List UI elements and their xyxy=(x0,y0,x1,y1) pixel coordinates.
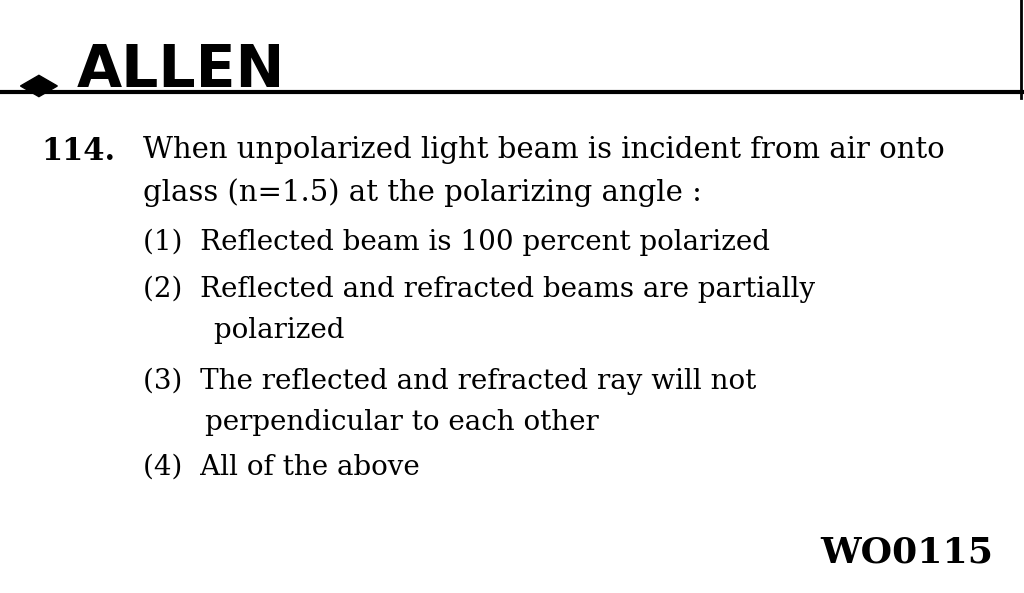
Text: 114.: 114. xyxy=(41,136,115,167)
Text: WO0115: WO0115 xyxy=(820,535,993,569)
Text: polarized: polarized xyxy=(143,317,345,345)
Polygon shape xyxy=(20,75,57,97)
Text: (2)  Reflected and refracted beams are partially: (2) Reflected and refracted beams are pa… xyxy=(143,276,815,303)
Text: (4)  All of the above: (4) All of the above xyxy=(143,454,420,481)
Text: perpendicular to each other: perpendicular to each other xyxy=(143,409,599,436)
Text: (3)  The reflected and refracted ray will not: (3) The reflected and refracted ray will… xyxy=(143,368,757,395)
Text: When unpolarized light beam is incident from air onto: When unpolarized light beam is incident … xyxy=(143,136,945,164)
Text: ALLEN: ALLEN xyxy=(77,42,285,98)
Text: glass (n=1.5) at the polarizing angle :: glass (n=1.5) at the polarizing angle : xyxy=(143,178,702,207)
Text: (1)  Reflected beam is 100 percent polarized: (1) Reflected beam is 100 percent polari… xyxy=(143,228,770,256)
